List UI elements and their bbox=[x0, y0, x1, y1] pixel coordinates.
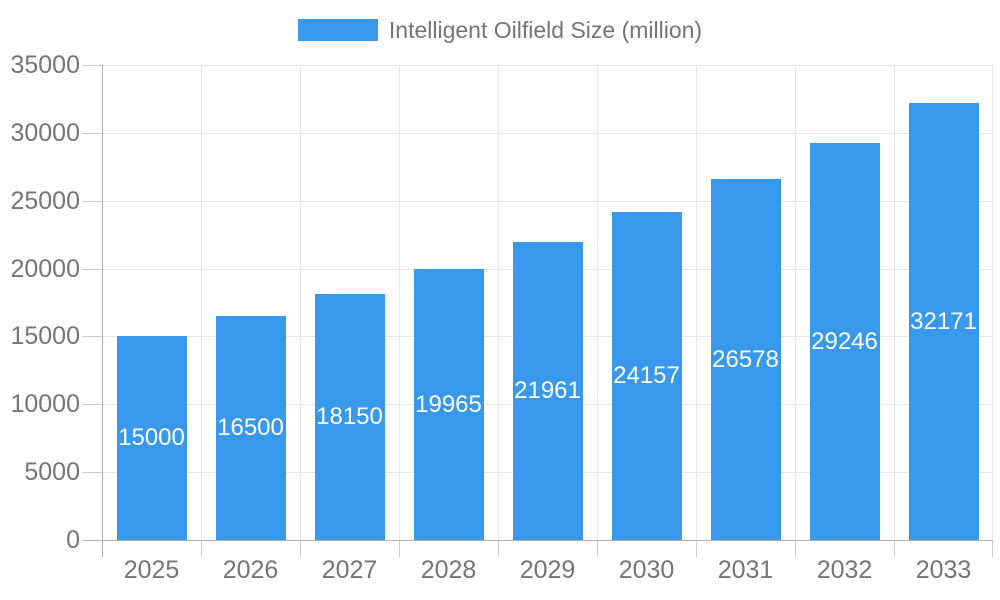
x-axis-tick bbox=[894, 541, 895, 557]
x-axis-label: 2032 bbox=[816, 556, 873, 584]
y-axis-tick bbox=[82, 404, 102, 406]
bar-value-label: 26578 bbox=[712, 345, 779, 373]
y-axis-label: 20000 bbox=[10, 254, 80, 283]
bar-2031 bbox=[710, 179, 781, 540]
x-axis-label: 2027 bbox=[321, 556, 378, 584]
gridline-vertical bbox=[201, 65, 202, 540]
gridline-vertical bbox=[399, 65, 400, 540]
y-axis-tick bbox=[82, 472, 102, 474]
y-axis-tick bbox=[82, 268, 102, 270]
x-axis-label: 2033 bbox=[915, 556, 972, 584]
x-axis-tick bbox=[597, 541, 598, 557]
bar-value-label: 21961 bbox=[514, 376, 581, 404]
y-axis-label: 25000 bbox=[10, 186, 80, 215]
y-axis-line bbox=[102, 65, 103, 557]
x-axis-tick bbox=[696, 541, 697, 557]
gridline-vertical bbox=[696, 65, 697, 540]
bar-2026 bbox=[215, 316, 286, 540]
gridline-vertical bbox=[894, 65, 895, 540]
gridline-horizontal bbox=[102, 132, 993, 134]
y-axis-tick bbox=[82, 336, 102, 338]
gridline-horizontal bbox=[102, 200, 993, 202]
x-axis-tick bbox=[201, 541, 202, 557]
bar-value-label: 16500 bbox=[217, 414, 284, 442]
y-axis-label: 35000 bbox=[10, 51, 80, 79]
y-axis-label: 10000 bbox=[10, 390, 80, 419]
bar-2028 bbox=[413, 269, 484, 540]
bar-value-label: 24157 bbox=[613, 362, 680, 390]
x-axis-tick bbox=[992, 541, 993, 557]
y-axis-label: 30000 bbox=[10, 118, 80, 147]
bar-2025 bbox=[116, 336, 187, 540]
gridline-vertical bbox=[300, 65, 301, 540]
legend-swatch bbox=[297, 19, 378, 41]
bar-value-label: 29246 bbox=[811, 327, 878, 355]
bar-2033 bbox=[908, 103, 979, 540]
x-axis-label: 2028 bbox=[420, 556, 477, 584]
y-axis-label: 0 bbox=[66, 526, 80, 554]
x-axis-label: 2026 bbox=[222, 556, 279, 584]
bar-value-label: 32171 bbox=[910, 307, 977, 335]
x-axis-tick bbox=[399, 541, 400, 557]
x-axis-tick bbox=[498, 541, 499, 557]
bar-value-label: 15000 bbox=[118, 424, 185, 452]
plot-area: 15000 16500 18150 19965 21961 24157 26578 29246… bbox=[102, 65, 993, 540]
x-axis-label: 2029 bbox=[519, 556, 576, 584]
bar-2032 bbox=[809, 143, 880, 540]
legend-label: Intelligent Oilfield Size (million) bbox=[388, 16, 703, 43]
x-axis-label: 2030 bbox=[618, 556, 675, 584]
gridline-vertical bbox=[992, 65, 993, 540]
bar-2030 bbox=[611, 212, 682, 540]
bar-value-label: 19965 bbox=[415, 390, 482, 418]
y-axis-tick bbox=[82, 132, 102, 134]
x-axis-tick bbox=[300, 541, 301, 557]
x-axis-label: 2025 bbox=[123, 556, 180, 584]
legend: Intelligent Oilfield Size (million) bbox=[0, 12, 1000, 48]
gridline-vertical bbox=[795, 65, 796, 540]
gridline-vertical bbox=[597, 65, 598, 540]
x-axis-label: 2031 bbox=[717, 556, 774, 584]
y-axis-label: 5000 bbox=[24, 458, 80, 487]
bar-2027 bbox=[314, 293, 385, 540]
gridline-horizontal bbox=[102, 65, 993, 66]
x-axis-baseline bbox=[82, 540, 993, 541]
x-axis-tick bbox=[795, 541, 796, 557]
bar-value-label: 18150 bbox=[316, 402, 383, 430]
y-axis-tick bbox=[82, 200, 102, 202]
gridline-vertical bbox=[498, 65, 499, 540]
bar-2029 bbox=[512, 241, 583, 540]
y-axis-label: 15000 bbox=[10, 322, 80, 351]
y-axis-tick bbox=[82, 65, 102, 66]
